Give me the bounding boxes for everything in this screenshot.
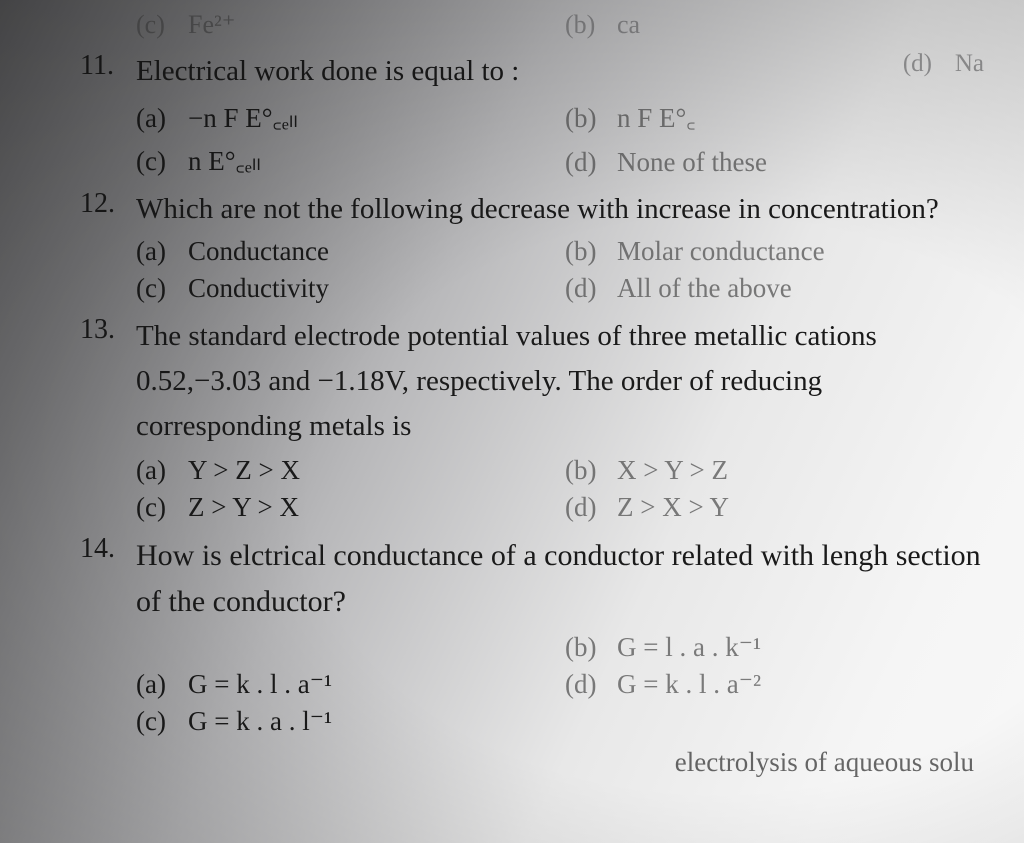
opt-text: Na <box>955 50 984 78</box>
q13-opt-b: (b) X > Y > Z <box>565 455 984 486</box>
opt-text: G = k . l . a⁻¹ <box>188 669 332 700</box>
opt-label: (b) <box>565 236 607 267</box>
question-11: 11. Electrical work done is equal to : (… <box>80 50 984 92</box>
opt-label: (d) <box>565 273 607 304</box>
opt-text: G = k . a . l⁻¹ <box>188 706 332 737</box>
opt-label: (a) <box>136 455 178 486</box>
opt-label: (d) <box>565 147 607 178</box>
question-number: 14. <box>80 533 136 565</box>
opt-text: Y > Z > X <box>188 455 300 486</box>
opt-label: (c) <box>136 146 178 177</box>
q13-options: (a) Y > Z > X (b) X > Y > Z (c) Z > Y > … <box>136 455 984 523</box>
opt-label: (d) <box>565 492 607 523</box>
opt-label: (a) <box>136 236 178 267</box>
question-number: 13. <box>80 314 136 346</box>
opt-label: (c) <box>136 492 178 523</box>
question-text: How is elctrical conductance of a conduc… <box>136 533 984 626</box>
opt-label: (b) <box>565 103 607 134</box>
q12-opt-c: (c) Conductivity <box>136 273 555 304</box>
opt-label: (d) <box>565 669 607 700</box>
q11-opt-d: (d) None of these <box>565 147 984 178</box>
opt-text: Z > X > Y <box>617 492 729 523</box>
question-text: Which are not the following decrease wit… <box>136 188 984 230</box>
opt-text: ca <box>617 10 640 40</box>
question-number: 12. <box>80 188 136 220</box>
exam-page: (c) Fe²⁺ (b) ca 11. Electrical work done… <box>80 10 984 778</box>
opt-text: X > Y > Z <box>617 455 728 486</box>
q14-opt-b: (b) G = l . a . k⁻¹ <box>565 632 984 663</box>
prev-opt-c: (c) Fe²⁺ <box>136 10 555 40</box>
opt-text: n F E°꜀ <box>617 98 696 135</box>
opt-text: Fe²⁺ <box>188 10 236 40</box>
q12-opt-a: (a) Conductance <box>136 236 555 267</box>
opt-label: (c) <box>136 706 178 737</box>
question-text: The standard electrode potential values … <box>136 314 984 449</box>
q12-opt-b: (b) Molar conductance <box>565 236 984 267</box>
q14-opt-c: (c) G = k . a . l⁻¹ <box>136 706 555 737</box>
q11-options: (a) −n F E°꜀ₑₗₗ (b) n F E°꜀ (c) n E°꜀ₑₗₗ… <box>136 98 984 178</box>
opt-text: Molar conductance <box>617 236 825 267</box>
prev-opt-d: (d) Na <box>903 50 984 78</box>
q13-opt-c: (c) Z > Y > X <box>136 492 555 523</box>
opt-label: (a) <box>136 103 178 134</box>
opt-text: n E°꜀ₑₗₗ <box>188 141 261 178</box>
opt-text: None of these <box>617 147 767 178</box>
question-13: 13. The standard electrode potential val… <box>80 314 984 449</box>
question-number: 11. <box>80 50 136 82</box>
prev-opt-b: (b) ca <box>565 10 984 40</box>
opt-label: (d) <box>903 50 945 78</box>
opt-label: (b) <box>565 632 607 663</box>
opt-text: −n F E°꜀ₑₗₗ <box>188 98 298 135</box>
opt-text: Conductance <box>188 236 329 267</box>
opt-text: Z > Y > X <box>188 492 299 523</box>
opt-label: (b) <box>565 10 607 40</box>
opt-label: (c) <box>136 10 178 40</box>
q12-options: (a) Conductance (b) Molar conductance (c… <box>136 236 984 304</box>
q13-opt-d: (d) Z > X > Y <box>565 492 984 523</box>
question-12: 12. Which are not the following decrease… <box>80 188 984 230</box>
opt-text: All of the above <box>617 273 792 304</box>
q11-opt-b: (b) n F E°꜀ <box>565 98 984 135</box>
q12-opt-d: (d) All of the above <box>565 273 984 304</box>
q11-opt-c: (c) n E°꜀ₑₗₗ <box>136 141 555 178</box>
opt-text: G = k . l . a⁻² <box>617 669 761 700</box>
prev-question-fragment: (c) Fe²⁺ (b) ca <box>136 10 984 40</box>
q14-options: (a) G = k . l . a⁻¹ (b) G = l . a . k⁻¹ … <box>136 632 984 737</box>
opt-label: (a) <box>136 669 178 700</box>
opt-label: (b) <box>565 455 607 486</box>
q13-opt-a: (a) Y > Z > X <box>136 455 555 486</box>
q14-opt-d: (d) G = k . l . a⁻² <box>565 669 984 700</box>
q11-opt-a: (a) −n F E°꜀ₑₗₗ <box>136 98 555 135</box>
question-text: Electrical work done is equal to : <box>136 50 873 92</box>
opt-text: G = l . a . k⁻¹ <box>617 632 761 663</box>
question-14: 14. How is elctrical conductance of a co… <box>80 533 984 626</box>
q14-opt-a: (a) G = k . l . a⁻¹ <box>136 669 555 700</box>
opt-label: (c) <box>136 273 178 304</box>
bottom-fragment: electrolysis of aqueous solu <box>136 747 984 778</box>
opt-text: Conductivity <box>188 273 329 304</box>
